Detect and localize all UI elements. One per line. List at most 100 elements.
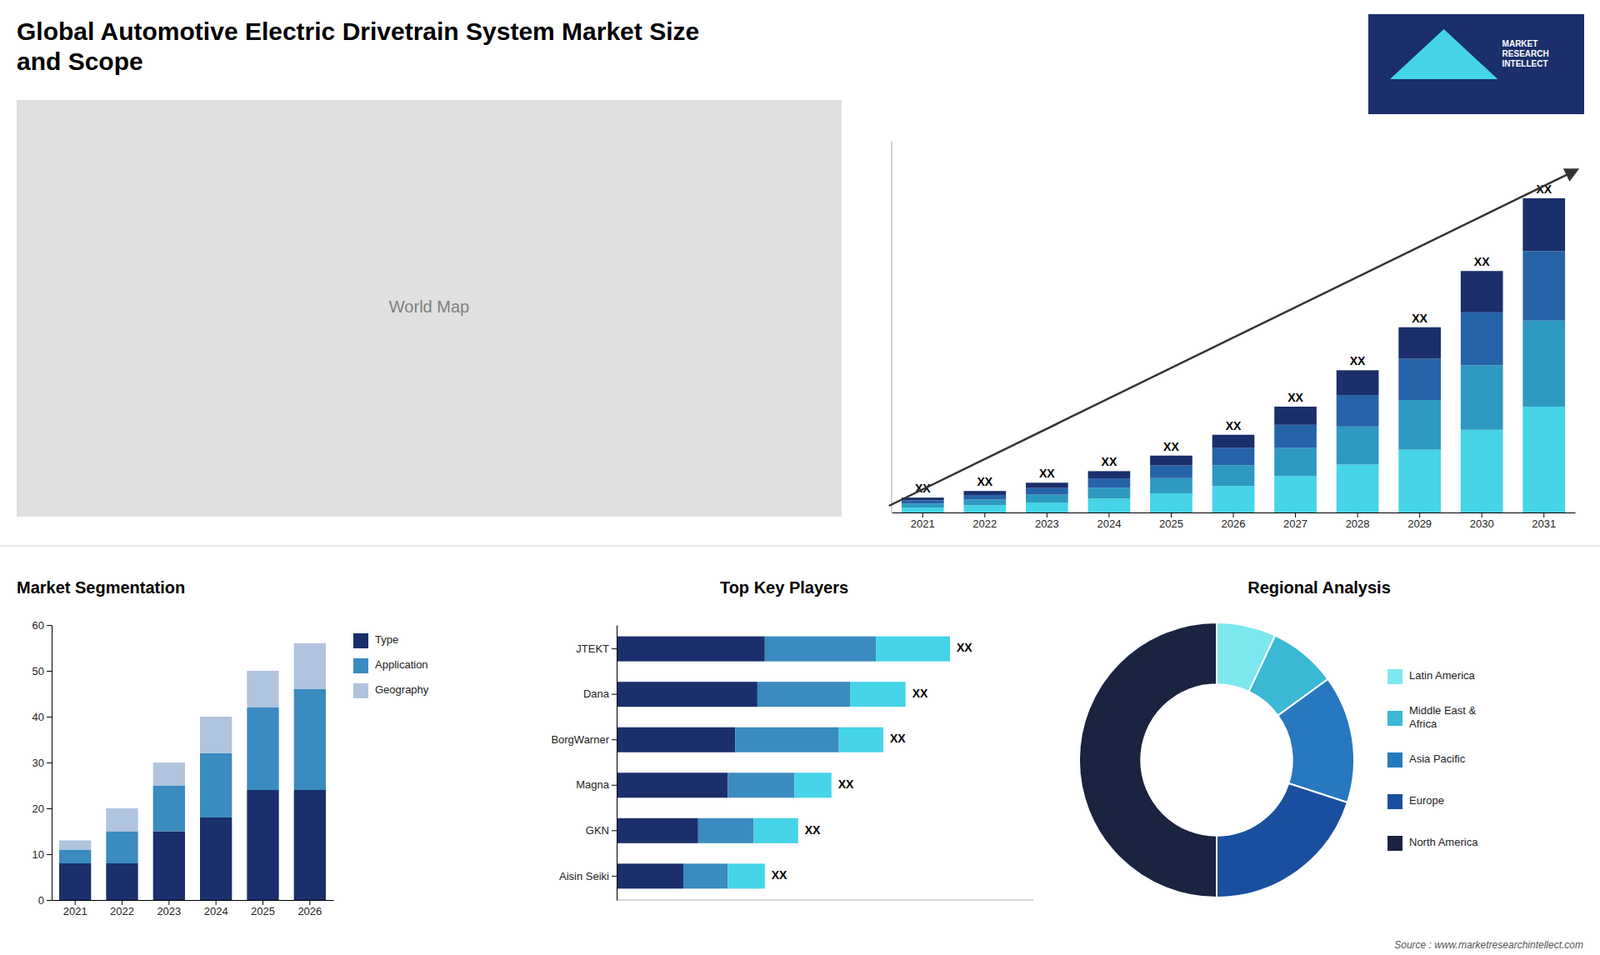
tick-mark bbox=[309, 900, 310, 905]
tick-mark bbox=[46, 762, 52, 764]
bar bbox=[616, 863, 684, 889]
map-placeholder: World Map bbox=[16, 100, 842, 517]
bar bbox=[1460, 270, 1504, 313]
tick-mark bbox=[611, 648, 617, 650]
bar bbox=[963, 505, 1006, 513]
legend-entry: North America bbox=[1387, 835, 1479, 851]
tick-label: 2023 bbox=[156, 905, 181, 918]
tick-mark bbox=[611, 830, 617, 831]
bar bbox=[1522, 250, 1565, 320]
bar bbox=[765, 636, 876, 662]
bar bbox=[727, 863, 765, 889]
tick: 2023 bbox=[1035, 512, 1060, 530]
tick-mark bbox=[46, 854, 52, 855]
tick-label: 0 bbox=[38, 894, 45, 907]
text-line: Middle East & bbox=[1409, 704, 1477, 717]
chart-title: Top Key Players bbox=[720, 578, 849, 597]
tick: 2022 bbox=[110, 900, 135, 918]
data-label: XX bbox=[1101, 455, 1118, 469]
legend: Latin AmericaMiddle East &AfricaAsia Pac… bbox=[1387, 669, 1479, 851]
tick-mark bbox=[1357, 512, 1359, 518]
bar bbox=[1522, 198, 1565, 252]
bar bbox=[294, 689, 326, 790]
legend-entry: Europe bbox=[1387, 794, 1445, 810]
bar bbox=[901, 500, 945, 504]
text-line: and Scope bbox=[16, 47, 144, 75]
tick: Aisin Seiki bbox=[559, 870, 617, 883]
tick: 60 bbox=[32, 619, 52, 632]
bar bbox=[1522, 406, 1565, 513]
legend-swatch bbox=[353, 658, 369, 674]
bar bbox=[683, 863, 728, 889]
tick-label: 2025 bbox=[250, 905, 275, 918]
plot-area bbox=[901, 198, 1565, 513]
tick: 2024 bbox=[1096, 512, 1121, 530]
bar bbox=[1460, 312, 1504, 366]
bar bbox=[105, 808, 138, 832]
bar bbox=[1398, 450, 1441, 513]
tick: Magna bbox=[575, 778, 617, 791]
bar-chart: JTEKTDanaBorgWarnerMagnaGKNAisin Seiki XX… bbox=[550, 625, 1034, 901]
bar bbox=[1150, 493, 1193, 513]
source-note: Source : www.marketresearchintellect.com bbox=[1394, 939, 1584, 951]
slice bbox=[1216, 783, 1348, 898]
slice bbox=[1079, 622, 1217, 898]
logo: MARKETRESEARCHINTELLECT bbox=[1368, 14, 1585, 115]
y-axis: JTEKTDanaBorgWarnerMagnaGKNAisin Seiki bbox=[550, 625, 617, 901]
bar bbox=[1150, 478, 1193, 494]
bar bbox=[963, 495, 1006, 500]
bar bbox=[153, 785, 185, 832]
tick-label: 60 bbox=[32, 619, 45, 632]
data-label: XX bbox=[890, 731, 906, 745]
tick: 2025 bbox=[1159, 512, 1184, 530]
tick: Dana bbox=[583, 687, 617, 700]
tick-mark bbox=[1543, 512, 1545, 518]
tick: 20 bbox=[32, 802, 52, 815]
text-line: Market Segmentation bbox=[16, 578, 185, 597]
bar bbox=[1460, 430, 1504, 513]
bar bbox=[246, 790, 279, 900]
tick-mark bbox=[1481, 512, 1483, 518]
plot-area bbox=[59, 643, 326, 900]
tick: 50 bbox=[32, 665, 52, 678]
tick-mark bbox=[611, 785, 617, 786]
trend-arrow bbox=[889, 170, 1577, 506]
data-label: XX bbox=[1163, 440, 1180, 454]
text-line: Regional Analysis bbox=[1247, 578, 1391, 597]
bar bbox=[757, 681, 850, 707]
bar bbox=[59, 863, 91, 900]
bar bbox=[794, 772, 831, 798]
bar bbox=[200, 753, 232, 818]
plot-area bbox=[1079, 622, 1355, 898]
bar bbox=[1150, 465, 1193, 479]
tick: 2026 bbox=[1221, 512, 1246, 530]
y-axis: 0102030405060 bbox=[32, 619, 53, 907]
data-label: XX bbox=[1350, 354, 1366, 368]
bar bbox=[1212, 448, 1255, 466]
bar-labels: XXXXXXXXXXXX bbox=[771, 640, 974, 882]
logo-mark bbox=[1390, 29, 1499, 80]
bar bbox=[59, 850, 91, 865]
bar bbox=[1212, 485, 1255, 513]
text-line: Europe bbox=[1409, 794, 1445, 807]
tick: 0 bbox=[38, 894, 52, 907]
bar bbox=[616, 636, 765, 662]
bar bbox=[616, 727, 735, 753]
bar bbox=[294, 790, 326, 900]
tick-label: 2029 bbox=[1407, 517, 1432, 530]
bar bbox=[963, 490, 1006, 495]
bar bbox=[1522, 320, 1565, 407]
chart-title: Market Segmentation bbox=[16, 578, 185, 597]
legend-swatch bbox=[353, 683, 369, 699]
bar bbox=[105, 831, 138, 865]
tick-mark bbox=[611, 694, 617, 695]
data-label: XX bbox=[912, 686, 929, 700]
tick-mark bbox=[46, 900, 52, 901]
legend: TypeApplicationGeography bbox=[353, 633, 430, 699]
x-axis: 2021202220232024202520262027202820292030… bbox=[892, 512, 1576, 530]
data-label: XX bbox=[976, 475, 993, 489]
tick: 2021 bbox=[63, 900, 88, 918]
text-line: Global Automotive Electric Drivetrain Sy… bbox=[16, 17, 700, 45]
dashboard: 2021202220232024202520262027202820292030… bbox=[0, 0, 1600, 955]
bar bbox=[1088, 487, 1131, 499]
